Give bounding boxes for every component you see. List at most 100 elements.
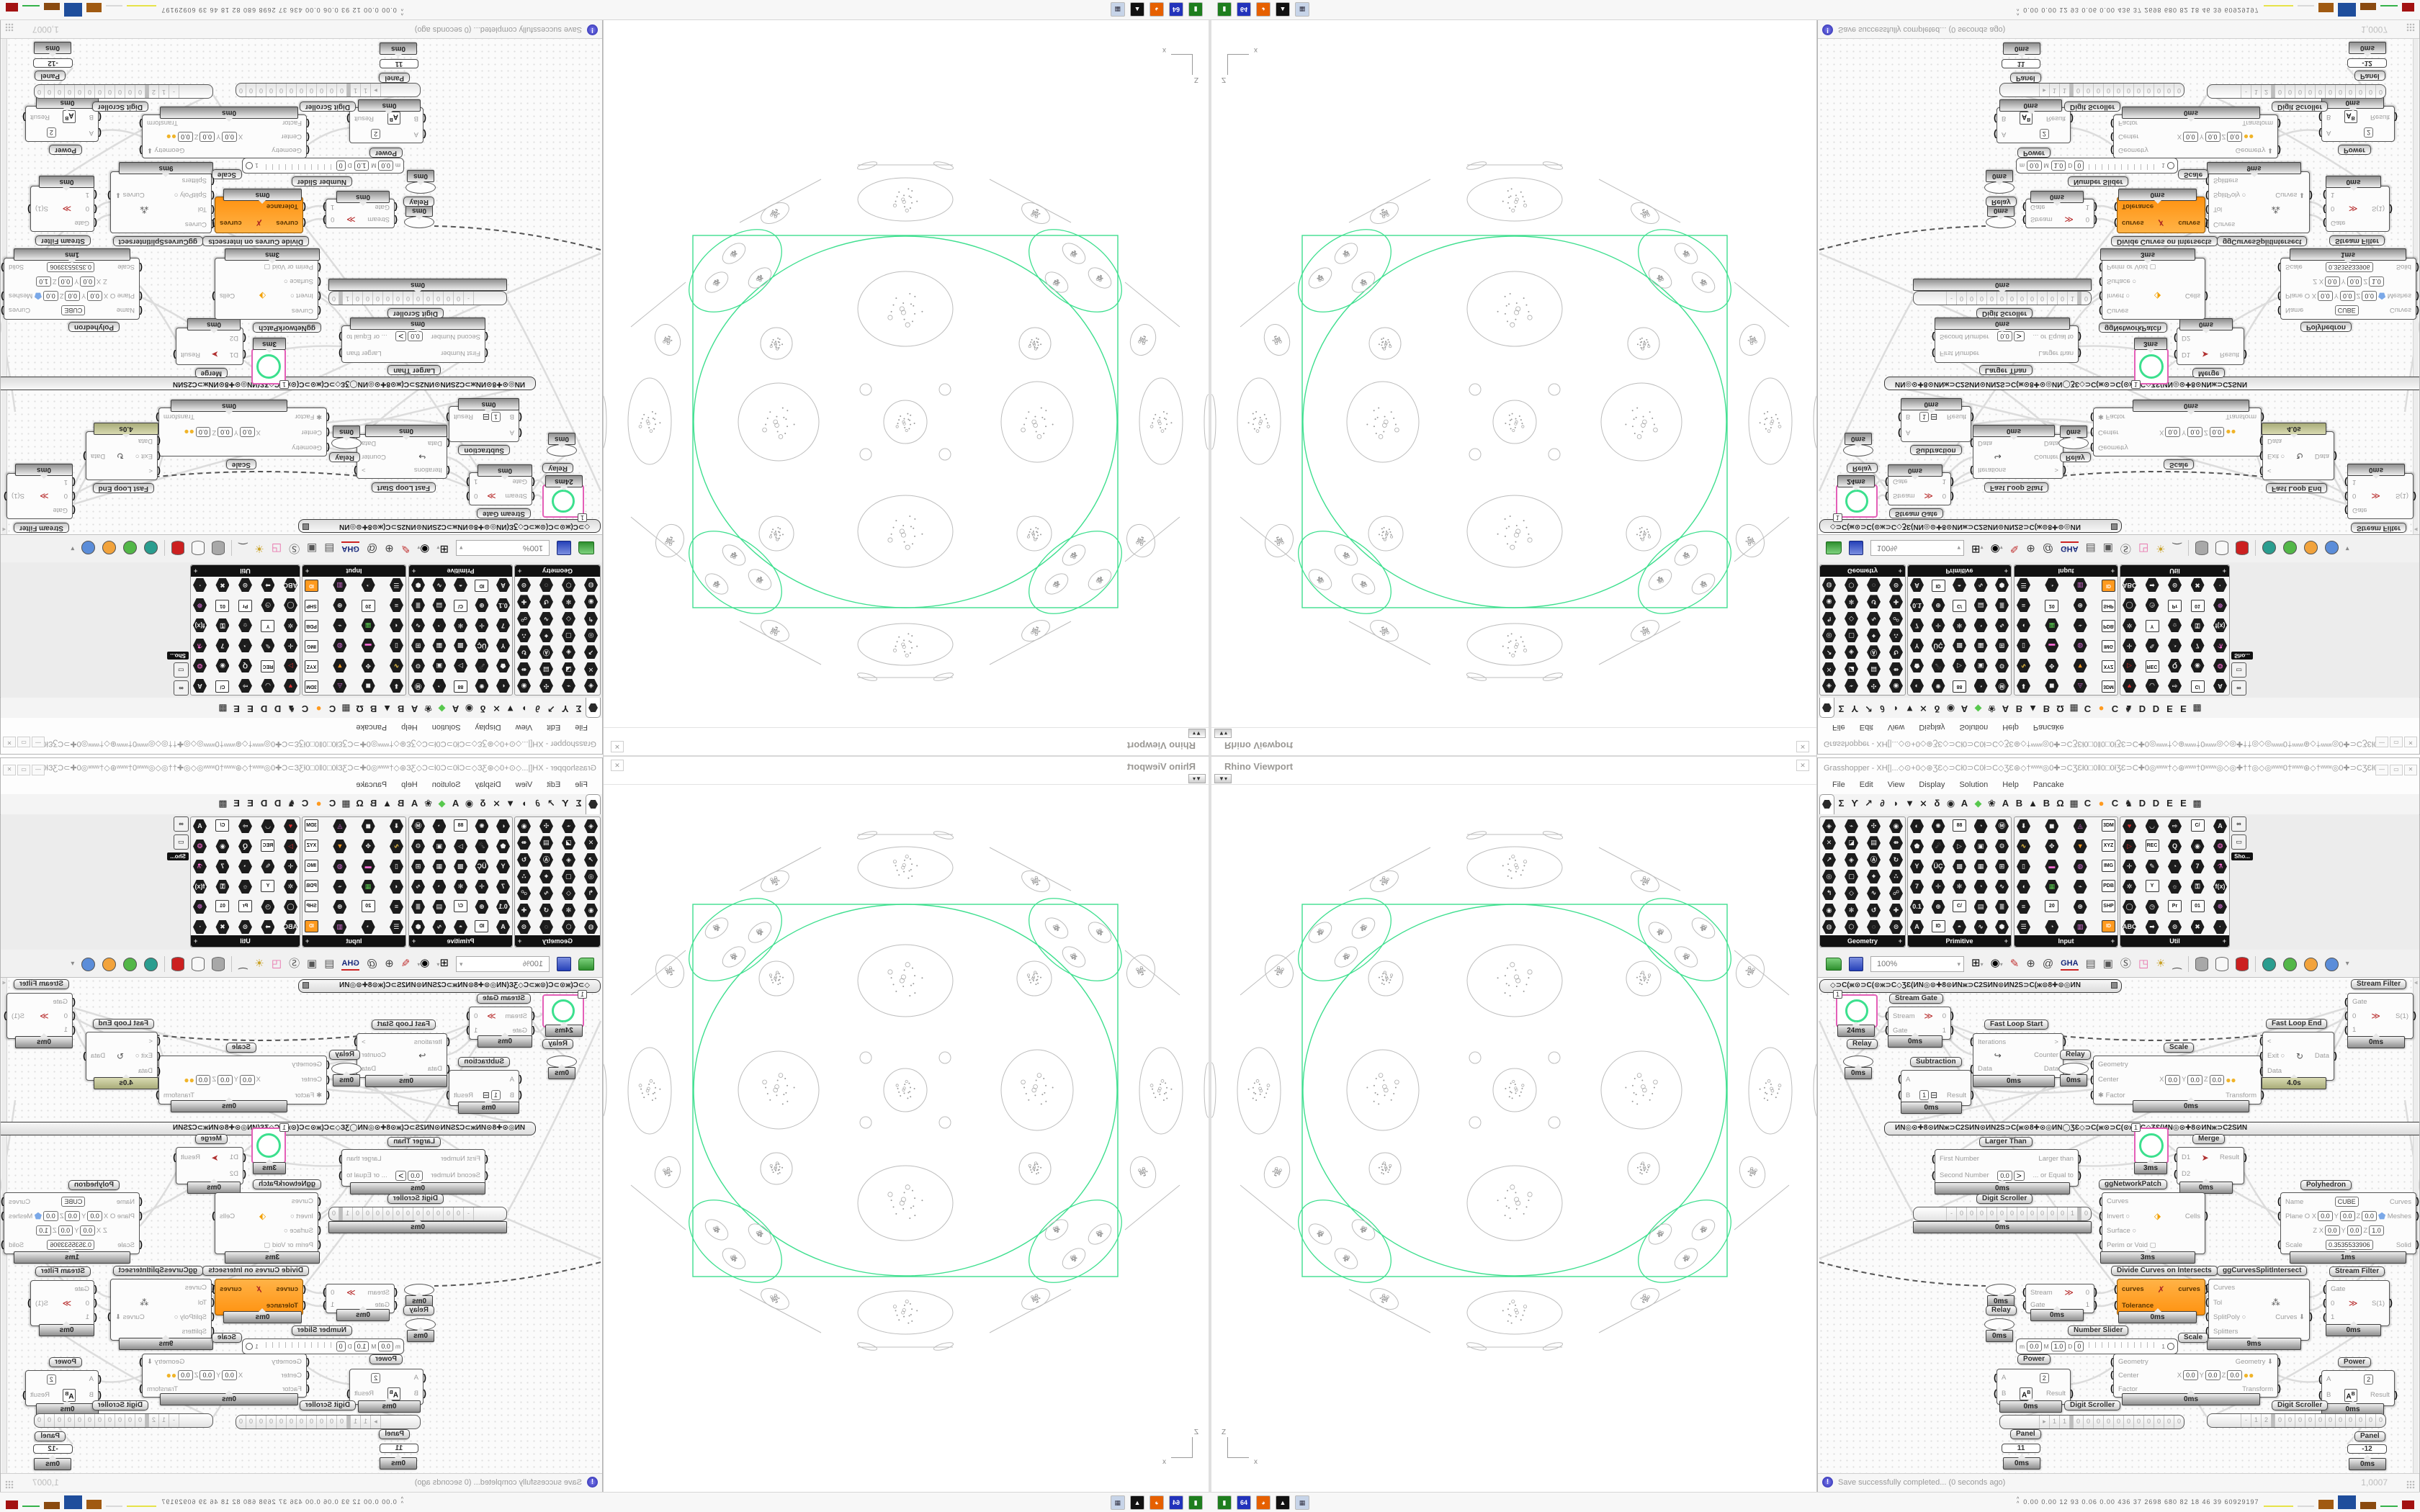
- tab-16[interactable]: B: [2043, 703, 2051, 714]
- component-icon[interactable]: ◉: [1822, 595, 1836, 608]
- component-icon[interactable]: ◉: [216, 659, 230, 672]
- group-close-icon[interactable]: [302, 523, 309, 530]
- resize-grip[interactable]: [5, 1480, 14, 1489]
- digit-cell[interactable]: 0: [2047, 292, 2057, 305]
- component-icon[interactable]: ◍: [1822, 919, 1836, 934]
- component-icon[interactable]: ◈: [1845, 852, 1858, 867]
- node-nickname-tag[interactable]: Subtraction: [458, 1057, 510, 1067]
- output-port[interactable]: ): [446, 1089, 449, 1100]
- tab-12[interactable]: ❀: [1988, 798, 1996, 809]
- digit-cell[interactable]: -: [464, 292, 474, 305]
- component-icon[interactable]: ∿: [1974, 578, 1988, 592]
- value-box[interactable]: 0.0: [2347, 1225, 2362, 1236]
- input-port[interactable]: (: [423, 1372, 426, 1383]
- gh-component[interactable]: (D1 ➤ Result)(D2: [173, 328, 246, 365]
- floppy-64-icon[interactable]: 64: [1169, 1495, 1183, 1510]
- tab-3[interactable]: ↗: [547, 798, 555, 809]
- component-icon[interactable]: ↗: [1822, 645, 1836, 659]
- input-port[interactable]: (: [211, 190, 215, 202]
- output-port[interactable]: ): [323, 202, 326, 214]
- tab-3[interactable]: ↗: [1865, 798, 1873, 809]
- zoom-window-icon[interactable]: ⊞▾: [436, 957, 449, 969]
- value-box[interactable]: 0.0: [2183, 1370, 2198, 1381]
- output-port[interactable]: ): [1, 1210, 4, 1221]
- component-icon[interactable]: ▬: [362, 860, 375, 873]
- tab-0[interactable]: [1819, 794, 1834, 814]
- gh-canvas[interactable]: ◇⊃C(ж⊙⊃C(⊙ж⊃C◇ƷƐ(ИN◎⊙✚8⊙ИNж⊃C2SИN⊙ИN2S⊃C…: [1818, 978, 2419, 1473]
- component-icon[interactable]: ☄: [1931, 840, 1945, 853]
- digit-cell[interactable]: 0: [2047, 1207, 2057, 1220]
- node-nickname-tag[interactable]: Stream Gate: [1889, 508, 1943, 518]
- component-icon[interactable]: ➡: [261, 578, 275, 592]
- digit-cell[interactable]: 0: [2093, 1416, 2103, 1428]
- component-icon[interactable]: ◇: [1845, 886, 1858, 901]
- component-icon[interactable]: ▦: [1973, 860, 1988, 873]
- canvas-zoom-combo[interactable]: 100% ▾: [456, 540, 550, 556]
- gh-component[interactable]: (First Number Larger than)(Second Number 0…: [339, 1149, 488, 1187]
- node-nickname-tag[interactable]: Scale: [211, 169, 242, 179]
- tab-23[interactable]: D: [2138, 798, 2146, 809]
- input-port[interactable]: (: [2277, 291, 2281, 302]
- component-icon[interactable]: ◔: [2045, 920, 2059, 934]
- output-port[interactable]: ): [1971, 412, 1974, 423]
- menu-item-solution[interactable]: Solution: [431, 780, 461, 789]
- component-icon[interactable]: ≣: [1995, 900, 2009, 914]
- tab-12[interactable]: ❀: [1988, 703, 1996, 714]
- digit-cell[interactable]: 0: [2093, 84, 2103, 96]
- value-box[interactable]: 0.0: [80, 276, 95, 287]
- component-icon[interactable]: ∿: [411, 618, 425, 632]
- value-box[interactable]: 0.0: [2318, 1211, 2333, 1221]
- node-nickname-tag[interactable]: Fast Loop Start: [371, 482, 436, 492]
- component-icon[interactable]: ◔: [1973, 880, 1988, 894]
- component-icon[interactable]: ◬: [2073, 819, 2087, 833]
- component-icon[interactable]: ⬟: [496, 840, 510, 853]
- remote-icon[interactable]: @: [366, 958, 378, 970]
- node-nickname-tag[interactable]: Relay: [1847, 463, 1878, 473]
- group-close-icon[interactable]: [2111, 523, 2118, 530]
- digit-cell[interactable]: 0: [2295, 85, 2305, 98]
- slider-max-box[interactable]: 1.0: [354, 161, 369, 171]
- drive-app-icon[interactable]: ▮: [1188, 2, 1203, 17]
- component-icon[interactable]: ✛: [284, 639, 297, 652]
- component-icon[interactable]: ↗: [584, 645, 598, 659]
- digit-cell[interactable]: 0: [55, 85, 65, 98]
- node-nickname-tag[interactable]: Stream Gate: [477, 994, 531, 1004]
- output-port[interactable]: ): [2334, 451, 2337, 462]
- node-nickname-tag[interactable]: Panel: [2354, 71, 2385, 81]
- tab-4[interactable]: ∂: [535, 798, 540, 809]
- component-icon[interactable]: ☸: [193, 598, 207, 612]
- component-icon[interactable]: ∿: [539, 886, 553, 900]
- digit-cell[interactable]: 0: [266, 84, 277, 96]
- input-port[interactable]: (: [139, 291, 143, 302]
- component-icon[interactable]: A: [193, 819, 207, 833]
- input-port[interactable]: (: [94, 190, 97, 202]
- component-icon[interactable]: Ⓜ: [411, 679, 425, 693]
- component-icon[interactable]: ◍: [584, 578, 598, 592]
- digit-cell[interactable]: 0: [2007, 1207, 2017, 1220]
- value-box[interactable]: 0.0: [58, 276, 73, 287]
- component-icon[interactable]: ▥: [333, 920, 346, 934]
- digit-cell[interactable]: [347, 1416, 351, 1428]
- output-port[interactable]: ): [2070, 113, 2074, 125]
- gha-icon[interactable]: GHA: [2061, 541, 2079, 554]
- component-icon[interactable]: 20: [361, 900, 375, 912]
- input-port[interactable]: (: [94, 204, 97, 215]
- component-icon[interactable]: ◖: [390, 880, 403, 894]
- input-port[interactable]: (: [2174, 1151, 2177, 1163]
- component-icon[interactable]: ↰: [584, 886, 598, 900]
- gh-component[interactable]: (Curves(Invert ○ ⬗ Cells)(Surface ○(Perim …: [212, 258, 321, 320]
- component-icon[interactable]: C/: [1953, 600, 1966, 612]
- component-icon[interactable]: ◖: [2017, 880, 2030, 894]
- digit-cell[interactable]: -: [169, 85, 179, 98]
- value-box[interactable]: 2: [2364, 1374, 2374, 1385]
- output-port[interactable]: ): [2277, 1355, 2281, 1367]
- node-nickname-tag[interactable]: Larger Than: [387, 1137, 441, 1147]
- output-port[interactable]: ): [466, 491, 470, 503]
- input-port[interactable]: (: [2110, 1382, 2114, 1394]
- digit-cell[interactable]: 2: [2261, 1414, 2271, 1427]
- tab-22[interactable]: ♞: [287, 798, 296, 809]
- package-icon[interactable]: ◳: [271, 958, 282, 970]
- input-port[interactable]: (: [485, 348, 488, 359]
- component-icon[interactable]: ✕: [584, 662, 598, 676]
- component-icon[interactable]: Y: [261, 880, 275, 892]
